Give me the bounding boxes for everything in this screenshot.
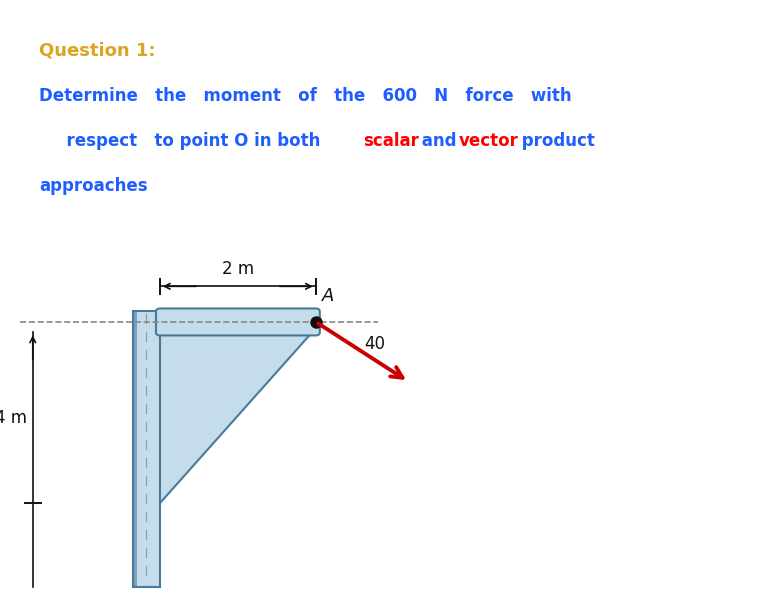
Text: scalar: scalar	[363, 132, 419, 150]
Text: and: and	[416, 132, 462, 150]
Text: product: product	[516, 132, 594, 150]
Bar	[133, 311, 137, 587]
Text: respect   to point O in both: respect to point O in both	[55, 132, 326, 150]
Text: A: A	[322, 287, 335, 305]
Text: 40: 40	[364, 335, 385, 353]
Text: approaches: approaches	[39, 177, 147, 195]
Bar	[133, 311, 160, 587]
Text: Determine   the   moment   of   the   600   N   force   with: Determine the moment of the 600 N force …	[39, 87, 572, 105]
Text: Question 1:: Question 1:	[39, 42, 155, 60]
Text: 4 m: 4 m	[0, 409, 27, 427]
Text: 2 m: 2 m	[222, 260, 254, 278]
FancyBboxPatch shape	[156, 308, 320, 335]
Polygon shape	[160, 332, 312, 503]
Text: vector: vector	[459, 132, 519, 150]
